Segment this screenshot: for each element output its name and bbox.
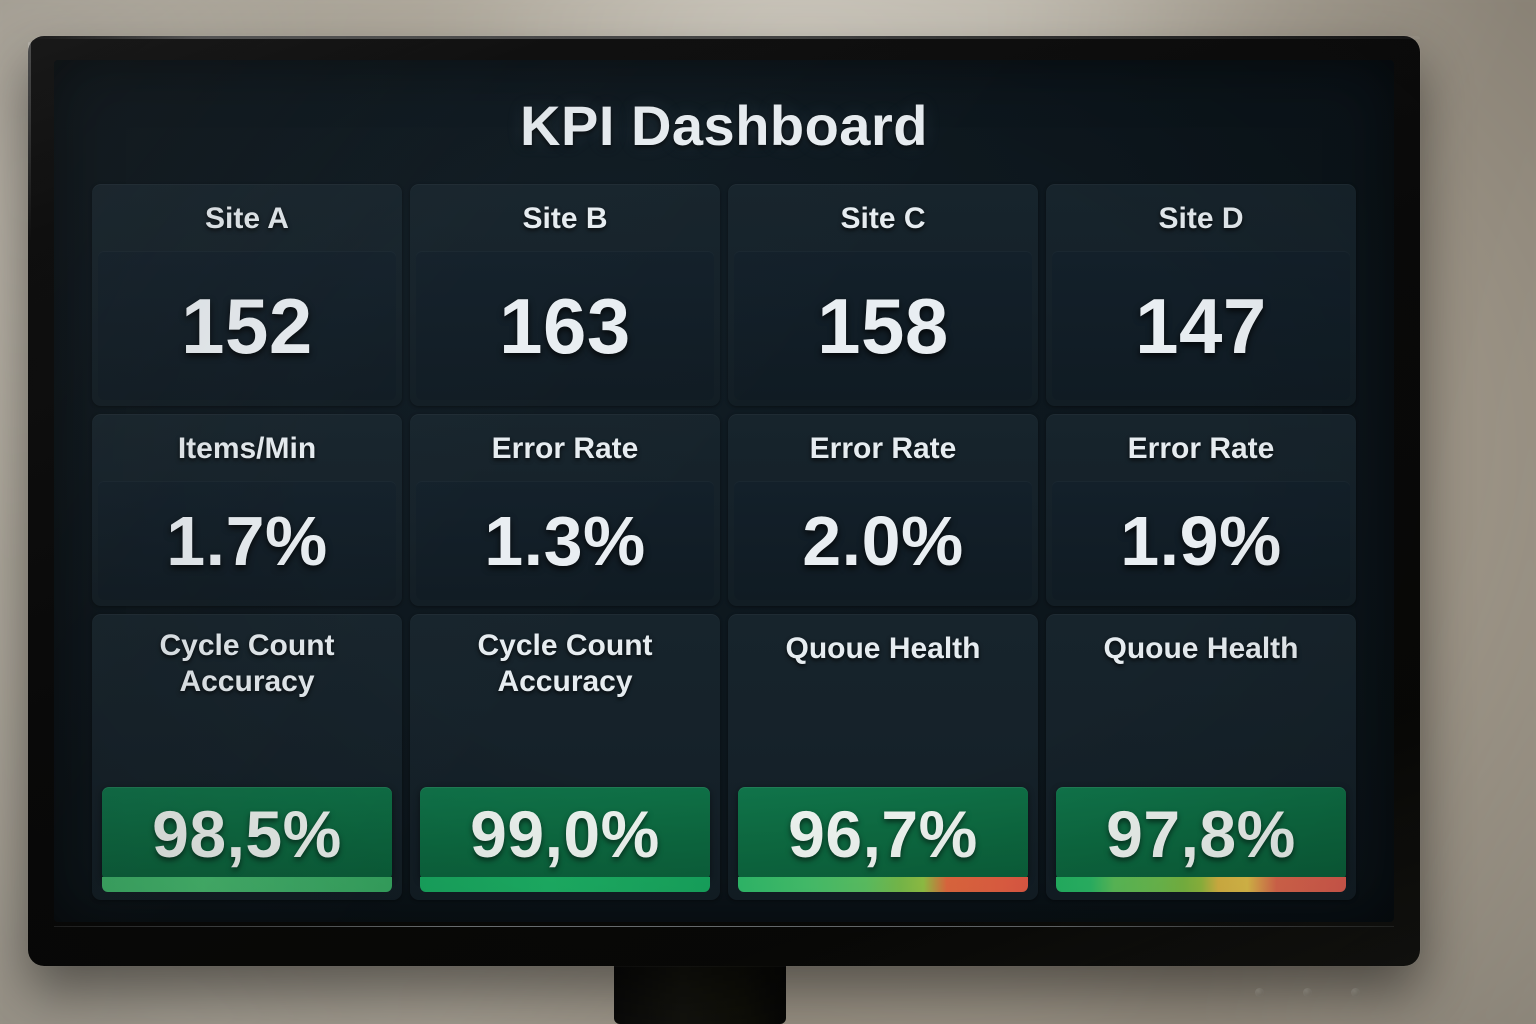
kpi-card-cycle-count-accuracy-a[interactable]: Cycle Count Accuracy 98,5% <box>92 614 402 900</box>
kpi-card-label: Site A <box>205 202 289 236</box>
kpi-card-items-per-min[interactable]: Items/Min 1.7% <box>92 414 402 607</box>
kpi-card-body: 163 <box>416 250 714 401</box>
kpi-progress-bar <box>738 877 1028 892</box>
kpi-card-body: 147 <box>1052 250 1350 401</box>
kpi-card-value: 147 <box>1135 281 1267 370</box>
kpi-card-body: 97,8% <box>1056 681 1346 892</box>
kpi-card-value: 1.9% <box>1120 501 1282 580</box>
kpi-card-label: Site D <box>1158 202 1244 236</box>
kpi-progress-bar <box>1056 877 1346 892</box>
kpi-card-label: Quoue Health <box>785 632 981 666</box>
kpi-card-body: 2.0% <box>734 480 1032 601</box>
kpi-card-value: 1.7% <box>166 501 328 580</box>
kpi-card-label: Site C <box>840 202 926 236</box>
kpi-status-badge: 98,5% <box>102 787 392 879</box>
kpi-card-site-b[interactable]: Site B 163 <box>410 184 720 407</box>
bezel-bottom-edge <box>54 926 1394 927</box>
kpi-card-site-a[interactable]: Site A 152 <box>92 184 402 407</box>
kpi-card-value: 1.3% <box>484 501 646 580</box>
kpi-card-label: Site B <box>522 202 608 236</box>
kpi-card-value: 97,8% <box>1106 797 1296 871</box>
bezel-top-highlight <box>28 36 1420 39</box>
bezel-left-highlight <box>28 42 31 242</box>
kpi-card-label: Items/Min <box>177 432 317 466</box>
kpi-card-body: 1.3% <box>416 480 714 601</box>
monitor-control-buttons[interactable] <box>1255 988 1360 997</box>
kpi-card-body: 1.7% <box>98 480 396 601</box>
kpi-card-value: 158 <box>817 281 949 370</box>
kpi-card-value: 163 <box>499 281 631 370</box>
kpi-card-error-rate-d[interactable]: Error Rate 1.9% <box>1046 414 1356 607</box>
kpi-card-value: 98,5% <box>152 797 342 871</box>
kpi-card-queue-health-d[interactable]: Quoue Health 97,8% <box>1046 614 1356 900</box>
monitor: KPI Dashboard Site A 152 Site B 163 <box>28 36 1420 997</box>
kpi-progress-bar <box>102 877 392 892</box>
kpi-card-label-line2: Accuracy <box>497 664 633 698</box>
kpi-card-error-rate-c[interactable]: Error Rate 2.0% <box>728 414 1038 607</box>
kpi-card-site-d[interactable]: Site D 147 <box>1046 184 1356 407</box>
kpi-card-cycle-count-accuracy-b[interactable]: Cycle Count Accuracy 99,0% <box>410 614 720 900</box>
kpi-card-label-line2: Accuracy <box>179 664 315 698</box>
kpi-card-body: 99,0% <box>420 707 710 892</box>
page-title: KPI Dashboard <box>520 94 928 157</box>
kpi-status-badge: 96,7% <box>738 787 1028 879</box>
kpi-status-badge: 99,0% <box>420 787 710 879</box>
kpi-dashboard: KPI Dashboard Site A 152 Site B 163 <box>54 60 1394 922</box>
kpi-card-label: Cycle Count Accuracy <box>92 614 402 707</box>
kpi-card-label: Error Rate <box>809 432 957 466</box>
kpi-card-label-line1: Cycle Count <box>159 629 335 663</box>
kpi-status-badge: 97,8% <box>1056 787 1346 879</box>
monitor-screen: KPI Dashboard Site A 152 Site B 163 <box>54 60 1394 922</box>
kpi-card-label-line1: Cycle Count <box>477 629 653 663</box>
kpi-card-error-rate-b[interactable]: Error Rate 1.3% <box>410 414 720 607</box>
kpi-card-value: 2.0% <box>802 501 964 580</box>
kpi-card-value: 96,7% <box>788 797 978 871</box>
kpi-progress-bar <box>420 877 710 892</box>
kpi-card-label: Error Rate <box>491 432 639 466</box>
kpi-card-label: Cycle Count Accuracy <box>410 614 720 707</box>
kpi-card-label: Error Rate <box>1127 432 1275 466</box>
kpi-card-body: 152 <box>98 250 396 401</box>
kpi-card-body: 1.9% <box>1052 480 1350 601</box>
kpi-card-body: 96,7% <box>738 681 1028 892</box>
monitor-button-1[interactable] <box>1255 988 1264 997</box>
kpi-card-grid: Site A 152 Site B 163 Site C <box>92 184 1356 900</box>
monitor-button-2[interactable] <box>1303 988 1312 997</box>
monitor-button-3[interactable] <box>1351 988 1360 997</box>
kpi-card-label: Quoue Health <box>1103 632 1299 666</box>
kpi-card-value: 152 <box>181 281 313 370</box>
kpi-card-body: 158 <box>734 250 1032 401</box>
kpi-card-value: 99,0% <box>470 797 660 871</box>
kpi-card-site-c[interactable]: Site C 158 <box>728 184 1038 407</box>
kpi-card-queue-health-c[interactable]: Quoue Health 96,7% <box>728 614 1038 900</box>
kpi-card-body: 98,5% <box>102 707 392 892</box>
